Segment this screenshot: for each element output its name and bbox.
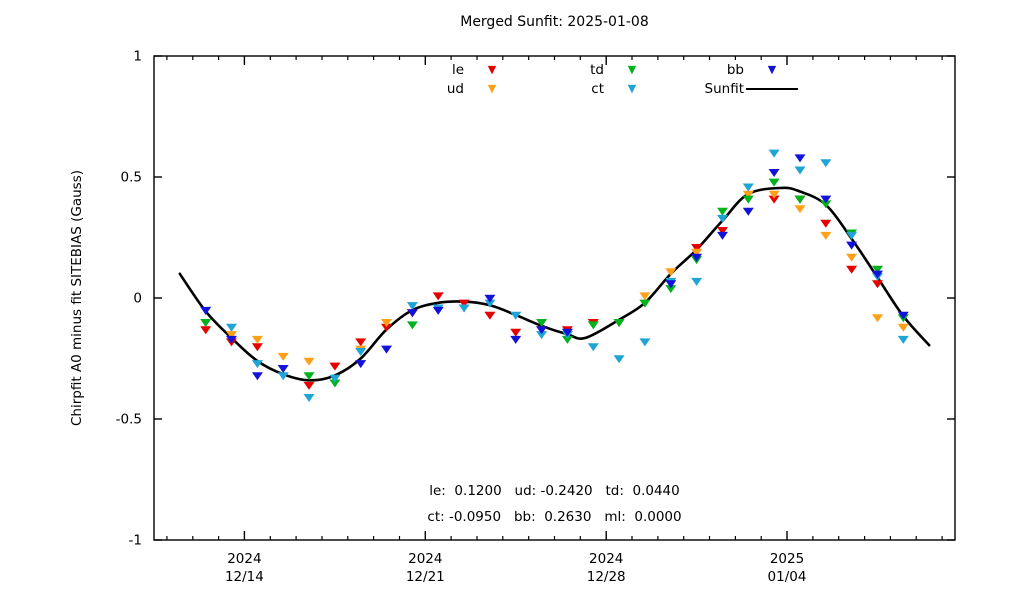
x-tick-label-year: 2024 <box>589 551 623 567</box>
chart-title: Merged Sunfit: 2025-01-08 <box>460 14 649 30</box>
legend-item-td: td ▼ <box>520 60 660 79</box>
sunfit-curve <box>178 186 931 382</box>
legend-item-ct: ct ▼ <box>520 79 660 98</box>
x-tick-label-date: 01/04 <box>768 569 807 585</box>
legend: le ▼ td ▼ bb ▼ ud ▼ ct ▼ Sunfit <box>380 60 800 98</box>
legend-label-td: td <box>590 61 604 78</box>
triangle-down-icon: ▼ <box>487 82 497 95</box>
x-tick-label-date: 12/14 <box>225 569 264 585</box>
x-tick-label-date: 12/21 <box>406 569 445 585</box>
x-tick-label-date: 12/28 <box>587 569 626 585</box>
triangle-down-icon: ▼ <box>627 82 637 95</box>
x-axis-major-ticks: 2024 12/14 2024 12/21 2024 12/28 2025 01/04 <box>225 56 807 585</box>
plot-border <box>153 55 956 541</box>
y-axis-label: Chirpfit A0 minus fit SITEBIAS (Gauss) <box>69 169 85 427</box>
fit-stats-line2: ct: -0.0950 bb: 0.2630 ml: 0.0000 <box>427 509 682 525</box>
legend-item-sunfit: Sunfit <box>660 79 800 98</box>
triangle-down-icon: ▼ <box>487 63 497 76</box>
y-tick-label: -0.5 <box>116 412 142 428</box>
legend-label-bb: bb <box>726 61 744 78</box>
series-td-points <box>200 178 909 388</box>
fit-stats-line1: le: 0.1200 ud: -0.2420 td: 0.0440 <box>429 483 680 499</box>
legend-label-ct: ct <box>591 80 604 97</box>
y-tick-label: 0 <box>133 291 142 307</box>
triangle-down-icon: ▼ <box>767 63 777 76</box>
x-tick-label-year: 2025 <box>770 551 804 567</box>
series-bb-points <box>200 154 909 381</box>
series-ud-points <box>226 190 909 366</box>
x-tick-label-year: 2024 <box>408 551 442 567</box>
y-axis-ticks: -1 -0.5 0 0.5 1 <box>116 49 955 549</box>
x-tick-label-year: 2024 <box>227 551 261 567</box>
legend-item-ud: ud ▼ <box>380 79 520 98</box>
series-le-points <box>200 195 883 390</box>
series-ct-points <box>226 149 909 402</box>
legend-label-ud: ud <box>446 80 464 97</box>
legend-label-le: le <box>451 61 464 78</box>
triangle-down-icon: ▼ <box>627 63 637 76</box>
x-axis-minor-ticks <box>166 56 943 540</box>
y-tick-label: -1 <box>129 533 142 549</box>
legend-label-sunfit: Sunfit <box>704 80 744 97</box>
legend-item-le: le ▼ <box>380 60 520 79</box>
line-sample-icon <box>744 83 800 94</box>
y-tick-label: 1 <box>133 49 142 65</box>
y-tick-label: 0.5 <box>121 170 142 186</box>
sunfit-line-sample <box>746 88 798 90</box>
legend-item-bb: bb ▼ <box>660 60 800 79</box>
